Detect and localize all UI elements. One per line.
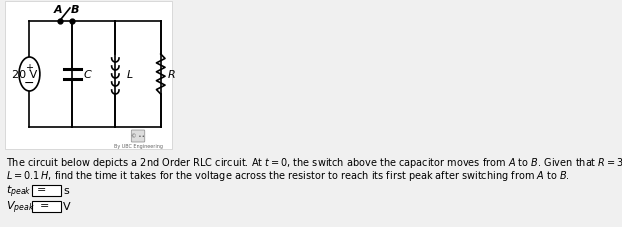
Circle shape	[19, 58, 40, 92]
Text: R: R	[168, 70, 176, 80]
Text: The circuit below depicts a 2nd Order RLC circuit. At $t = 0$, the switch above : The circuit below depicts a 2nd Order RL…	[6, 155, 622, 169]
Text: $t_{peak}$  =: $t_{peak}$ =	[6, 183, 47, 199]
Text: A: A	[54, 5, 63, 15]
FancyBboxPatch shape	[32, 185, 62, 196]
Text: C: C	[83, 70, 91, 80]
Text: −: −	[24, 76, 35, 89]
Text: B: B	[71, 5, 80, 15]
Text: $V_{peak}$  =: $V_{peak}$ =	[6, 198, 50, 215]
FancyBboxPatch shape	[32, 201, 62, 212]
Text: © ••: © ••	[131, 134, 145, 139]
Text: 20 V: 20 V	[12, 70, 37, 80]
Text: +: +	[26, 63, 34, 73]
FancyBboxPatch shape	[5, 2, 172, 149]
Text: By UBC Engineering: By UBC Engineering	[114, 144, 162, 149]
Text: $L = 0.1\,H$, find the time it takes for the voltage across the resistor to reac: $L = 0.1\,H$, find the time it takes for…	[6, 168, 570, 182]
Text: V: V	[63, 202, 71, 212]
Text: s: s	[63, 186, 69, 196]
Text: L: L	[126, 70, 132, 80]
FancyBboxPatch shape	[131, 131, 145, 142]
